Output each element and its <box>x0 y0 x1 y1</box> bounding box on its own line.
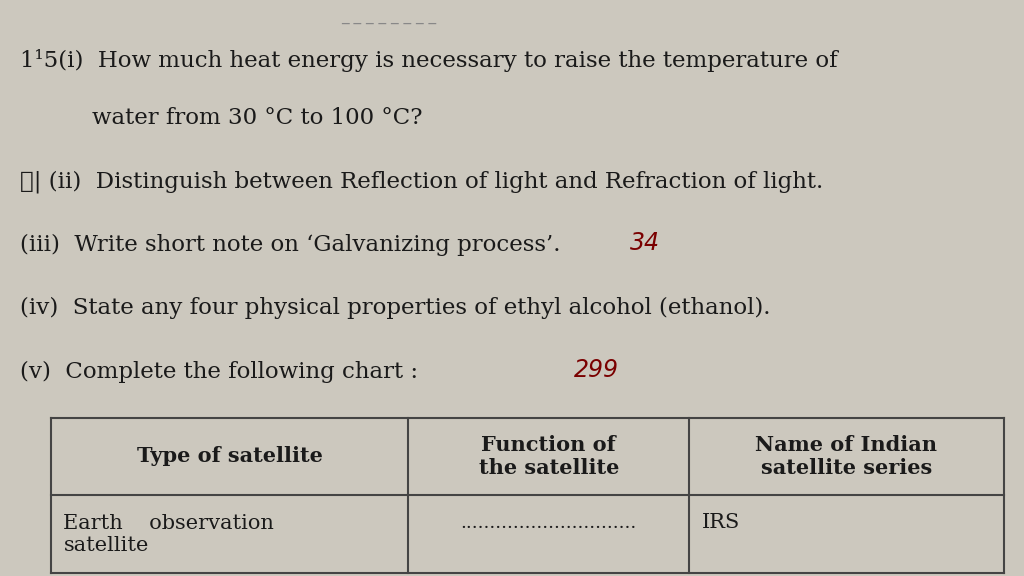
Text: Type of satellite: Type of satellite <box>137 446 323 467</box>
Text: Function of
the satellite: Function of the satellite <box>478 435 618 478</box>
Text: Earth    observation
satellite: Earth observation satellite <box>63 514 274 555</box>
Text: water from 30 °C to 100 °C?: water from 30 °C to 100 °C? <box>92 107 423 129</box>
Text: (iii)  Write short note on ‘Galvanizing process’.: (iii) Write short note on ‘Galvanizing p… <box>20 234 561 256</box>
Text: IRS: IRS <box>701 513 739 532</box>
Text: ᑕ| (ii)  Distinguish between Reflection of light and Refraction of light.: ᑕ| (ii) Distinguish between Reflection o… <box>20 170 823 193</box>
Text: 299: 299 <box>573 358 618 382</box>
Text: (v)  Complete the following chart :: (v) Complete the following chart : <box>20 361 419 382</box>
Text: (iv)  State any four physical properties of ethyl alcohol (ethanol).: (iv) State any four physical properties … <box>20 297 771 319</box>
Text: 34: 34 <box>630 231 659 255</box>
Text: ..............................: .............................. <box>461 514 637 532</box>
Text: Name of Indian
satellite series: Name of Indian satellite series <box>756 435 937 478</box>
Text: _ _ _ _ _ _ _ _: _ _ _ _ _ _ _ _ <box>342 9 436 24</box>
Text: 1¹5(i)  How much heat energy is necessary to raise the temperature of: 1¹5(i) How much heat energy is necessary… <box>20 49 838 72</box>
